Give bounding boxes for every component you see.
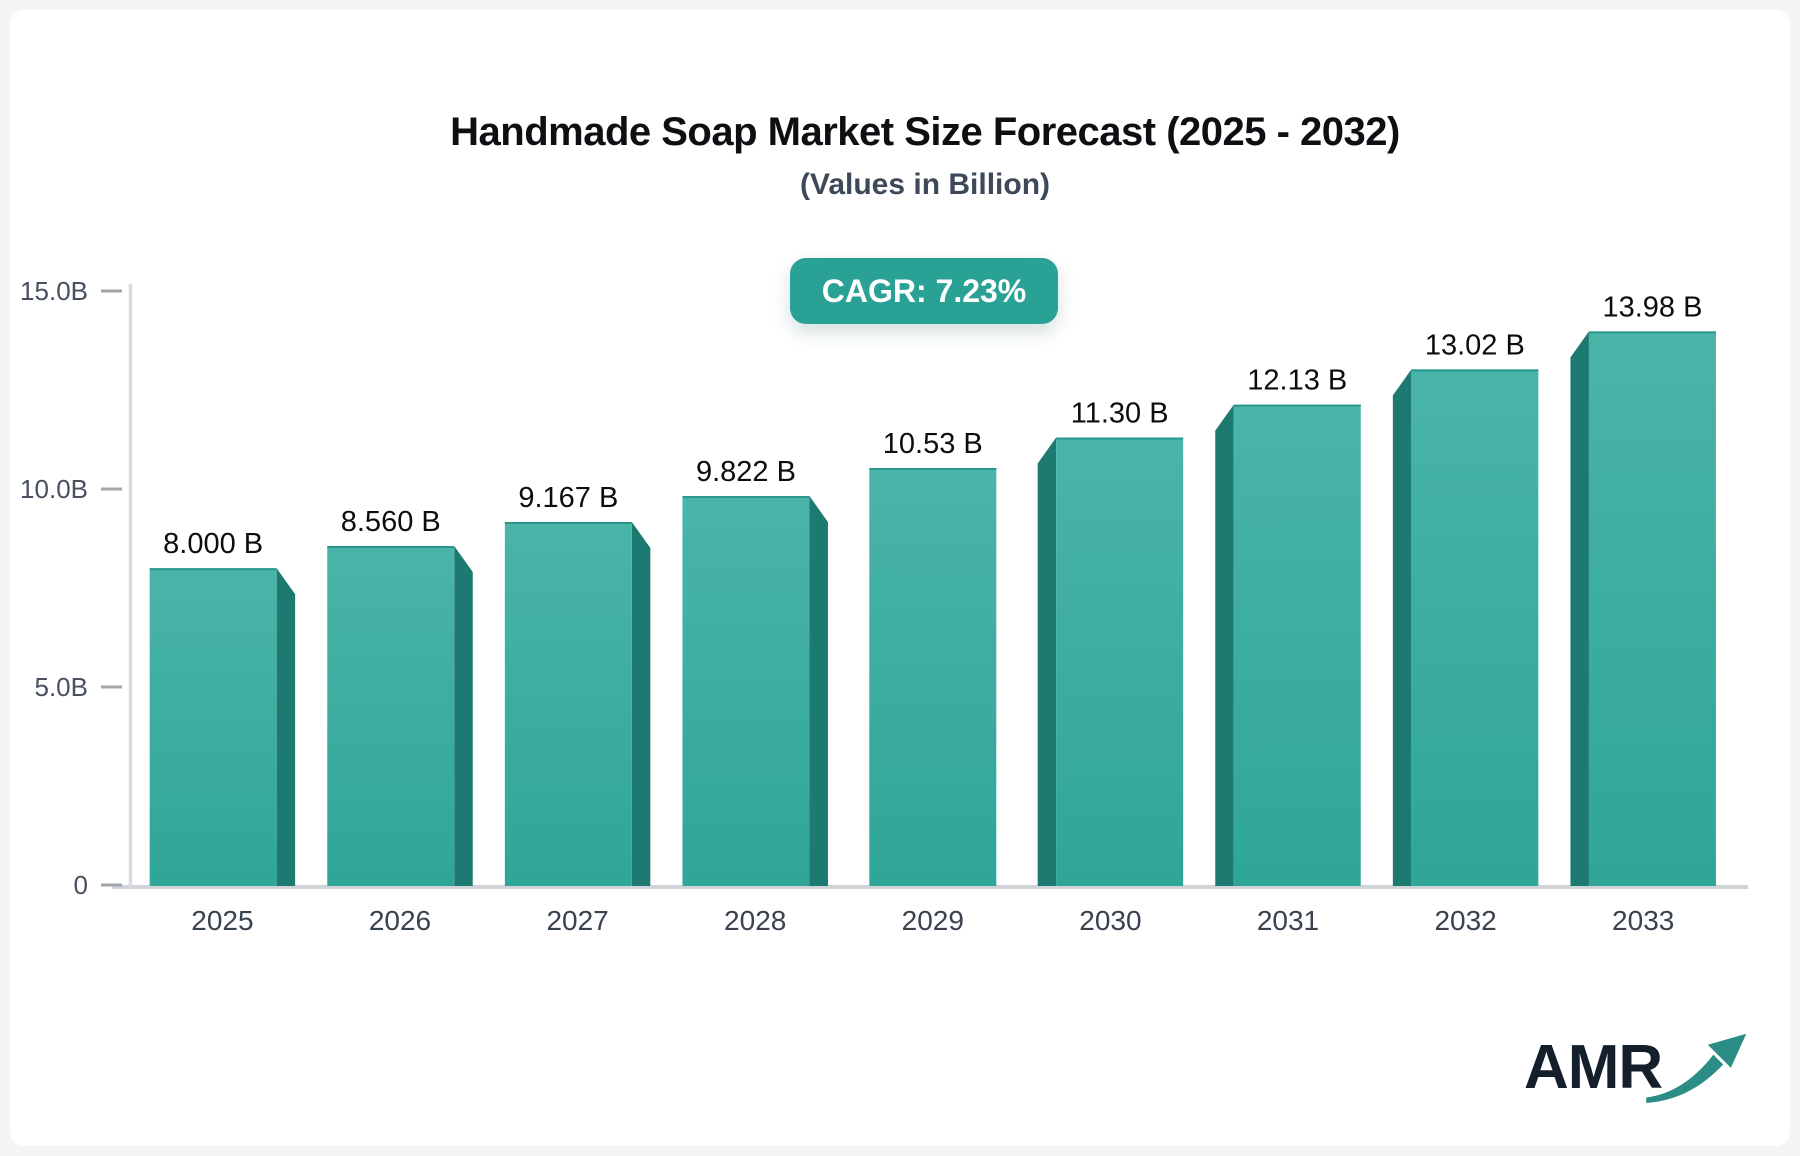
bar-front-face xyxy=(1411,369,1539,887)
bar-value-label: 9.822 B xyxy=(696,456,796,488)
bar-column-2026: 8.560 B 2026 xyxy=(327,506,473,936)
x-axis-label: 2027 xyxy=(546,905,608,936)
bar-side-face xyxy=(809,496,828,886)
bar-side-face xyxy=(1215,404,1234,886)
bar-column-2025: 8.000 B 2025 xyxy=(149,528,296,936)
bar-value-label: 8.560 B xyxy=(341,506,441,538)
amr-logo-text: AMR xyxy=(1524,1033,1663,1102)
bar-side-face xyxy=(454,546,473,886)
growth-arrow-icon xyxy=(1646,1033,1747,1103)
y-tick-label: 10.0B xyxy=(20,474,88,504)
bar-side-face xyxy=(1570,331,1589,887)
bar-value-label: 12.13 B xyxy=(1247,365,1347,397)
bar-side-face xyxy=(276,568,296,886)
x-axis-label: 2029 xyxy=(902,905,964,936)
bar-side-face xyxy=(631,521,651,886)
bar-front-face xyxy=(682,496,810,886)
bar-column-2028: 9.822 B 2028 xyxy=(682,456,828,936)
bar-front-face xyxy=(1588,331,1716,887)
cagr-badge: CAGR: 7.23% xyxy=(790,258,1058,324)
bar-side-face xyxy=(1037,437,1057,886)
y-tick-label: 15.0B xyxy=(20,276,88,306)
chart-title: Handmade Soap Market Size Forecast (2025… xyxy=(450,110,1400,154)
bar-front-face xyxy=(1056,437,1184,886)
bar-front-face xyxy=(149,568,277,886)
x-axis-label: 2028 xyxy=(724,905,786,936)
bar-value-label: 11.30 B xyxy=(1071,398,1169,430)
bar-column-2033: 13.98 B 2033 xyxy=(1570,291,1716,936)
bar-column-2031: 12.13 B 2031 xyxy=(1215,365,1361,936)
bar-value-label: 13.98 B xyxy=(1602,291,1702,323)
x-axis-label: 2030 xyxy=(1079,905,1141,936)
bar-column-2029: 10.53 B 2029 xyxy=(869,428,997,936)
bar-value-label: 8.000 B xyxy=(163,528,263,560)
bar-value-label: 13.02 B xyxy=(1425,329,1525,361)
bar-front-face xyxy=(869,468,997,886)
x-axis-label: 2026 xyxy=(369,905,431,936)
x-axis-label: 2033 xyxy=(1612,905,1674,936)
x-axis-label: 2032 xyxy=(1434,905,1496,936)
chart-subtitle: (Values in Billion) xyxy=(799,168,1051,201)
bar-front-face xyxy=(327,546,455,886)
bar-value-label: 9.167 B xyxy=(518,482,618,514)
bar-front-face xyxy=(504,521,632,886)
amr-logo: AMR xyxy=(1524,1022,1754,1122)
bar-column-2030: 11.30 B 2030 xyxy=(1037,398,1184,936)
x-axis-label: 2031 xyxy=(1257,905,1319,936)
bar-side-face xyxy=(1392,369,1412,887)
bar-column-2027: 9.167 B 2027 xyxy=(504,482,651,936)
bar-front-face xyxy=(1233,404,1361,886)
x-axis-label: 2025 xyxy=(191,905,253,936)
y-tick-label: 5.0B xyxy=(35,672,89,702)
bar-value-label: 10.53 B xyxy=(883,428,983,460)
y-tick-label: 0 xyxy=(74,870,88,900)
bar-column-2032: 13.02 B 2032 xyxy=(1392,329,1539,936)
